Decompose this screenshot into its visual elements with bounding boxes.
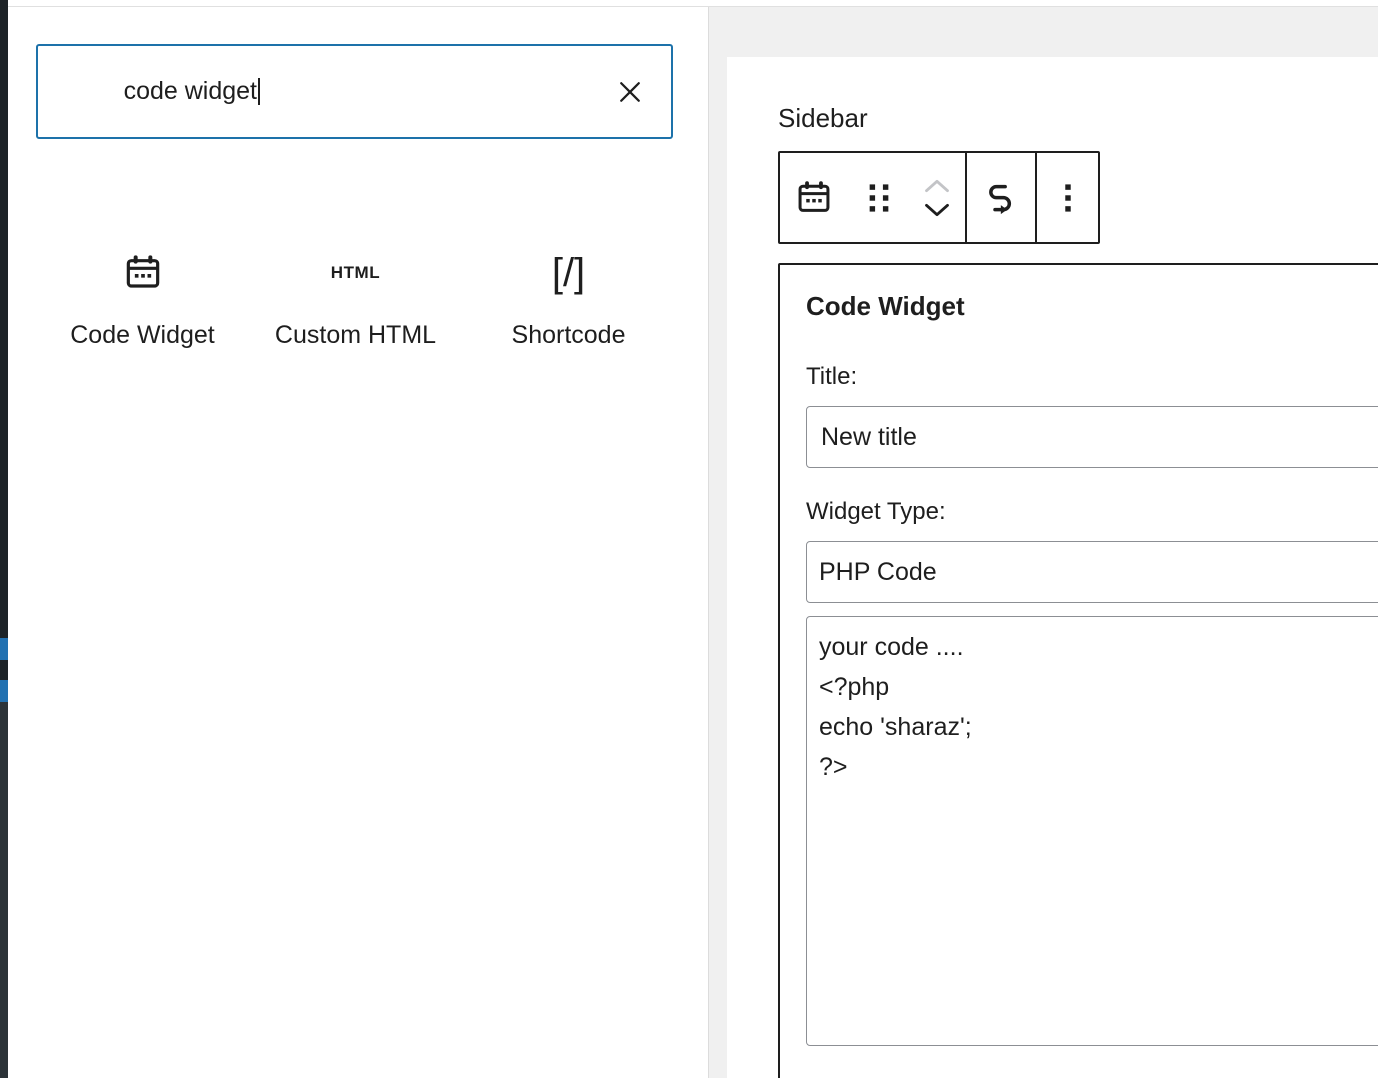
selected-block-code-widget[interactable]: Code Widget Title: New title Widget Type… xyxy=(778,263,1378,1078)
text-caret xyxy=(258,78,261,105)
title-input[interactable]: New title xyxy=(806,406,1378,468)
more-vertical-icon xyxy=(1061,181,1075,215)
widget-type-select[interactable]: PHP Code xyxy=(806,541,1378,603)
move-up-button[interactable] xyxy=(923,177,951,195)
inserter-item-custom-html[interactable]: HTML Custom HTML xyxy=(249,242,462,350)
block-options-button[interactable] xyxy=(1037,153,1098,242)
shortcode-icon-glyph: [/] xyxy=(551,251,586,295)
html-icon: HTML xyxy=(331,242,381,304)
inserter-item-label: Code Widget xyxy=(70,321,215,349)
drag-handle-button[interactable] xyxy=(848,153,909,242)
block-movers xyxy=(909,153,965,242)
move-down-button[interactable] xyxy=(923,201,951,219)
search-input[interactable]: code widget xyxy=(68,53,609,130)
widget-calendar-icon xyxy=(123,242,163,304)
edge-highlight-segment xyxy=(0,638,8,660)
widget-area-title: Sidebar xyxy=(778,103,868,133)
drag-handle-icon xyxy=(866,181,892,215)
close-icon xyxy=(615,77,645,107)
search-field-wrapper[interactable]: code widget xyxy=(36,44,673,139)
move-to-button[interactable] xyxy=(967,153,1035,242)
editor-canvas: Sidebar xyxy=(709,7,1378,1078)
inserter-item-label: Shortcode xyxy=(511,321,626,349)
block-type-button[interactable] xyxy=(780,153,848,242)
toolbar-group-options xyxy=(1035,153,1098,242)
title-field-label: Title: xyxy=(806,363,858,390)
code-textarea[interactable]: your code .... <?php echo 'sharaz'; ?> xyxy=(806,616,1378,1046)
block-toolbar xyxy=(778,151,1100,244)
inserter-item-code-widget[interactable]: Code Widget xyxy=(36,242,249,350)
inserter-item-label: Custom HTML xyxy=(274,321,437,349)
edge-highlight-segment xyxy=(0,680,8,702)
toolbar-group-block xyxy=(780,153,965,242)
html-icon-glyph: HTML xyxy=(330,263,381,282)
search-input-value: code widget xyxy=(123,77,258,105)
chevron-up-icon xyxy=(923,179,951,198)
inserter-results-grid: Code Widget HTML Custom HTML [/] Shortco… xyxy=(36,242,676,350)
clear-search-button[interactable] xyxy=(609,71,651,113)
block-heading: Code Widget xyxy=(806,291,965,321)
top-divider xyxy=(8,6,1378,7)
panel-divider xyxy=(708,7,709,1078)
widget-calendar-icon xyxy=(795,179,833,217)
shortcode-icon: [/] xyxy=(552,242,585,304)
move-to-arrow-icon xyxy=(981,178,1021,218)
admin-edge-strip xyxy=(0,0,8,1078)
toolbar-group-move-to xyxy=(965,153,1035,242)
canvas-sheet: Sidebar xyxy=(727,57,1378,1078)
widget-type-label: Widget Type: xyxy=(806,498,946,525)
inserter-item-shortcode[interactable]: [/] Shortcode xyxy=(462,242,675,350)
chevron-down-icon xyxy=(923,203,951,222)
block-inserter-panel: code widget xyxy=(8,7,708,1078)
widget-type-value: PHP Code xyxy=(819,557,937,586)
admin-edge-strip-lower xyxy=(0,702,8,1078)
title-input-value: New title xyxy=(821,422,917,451)
